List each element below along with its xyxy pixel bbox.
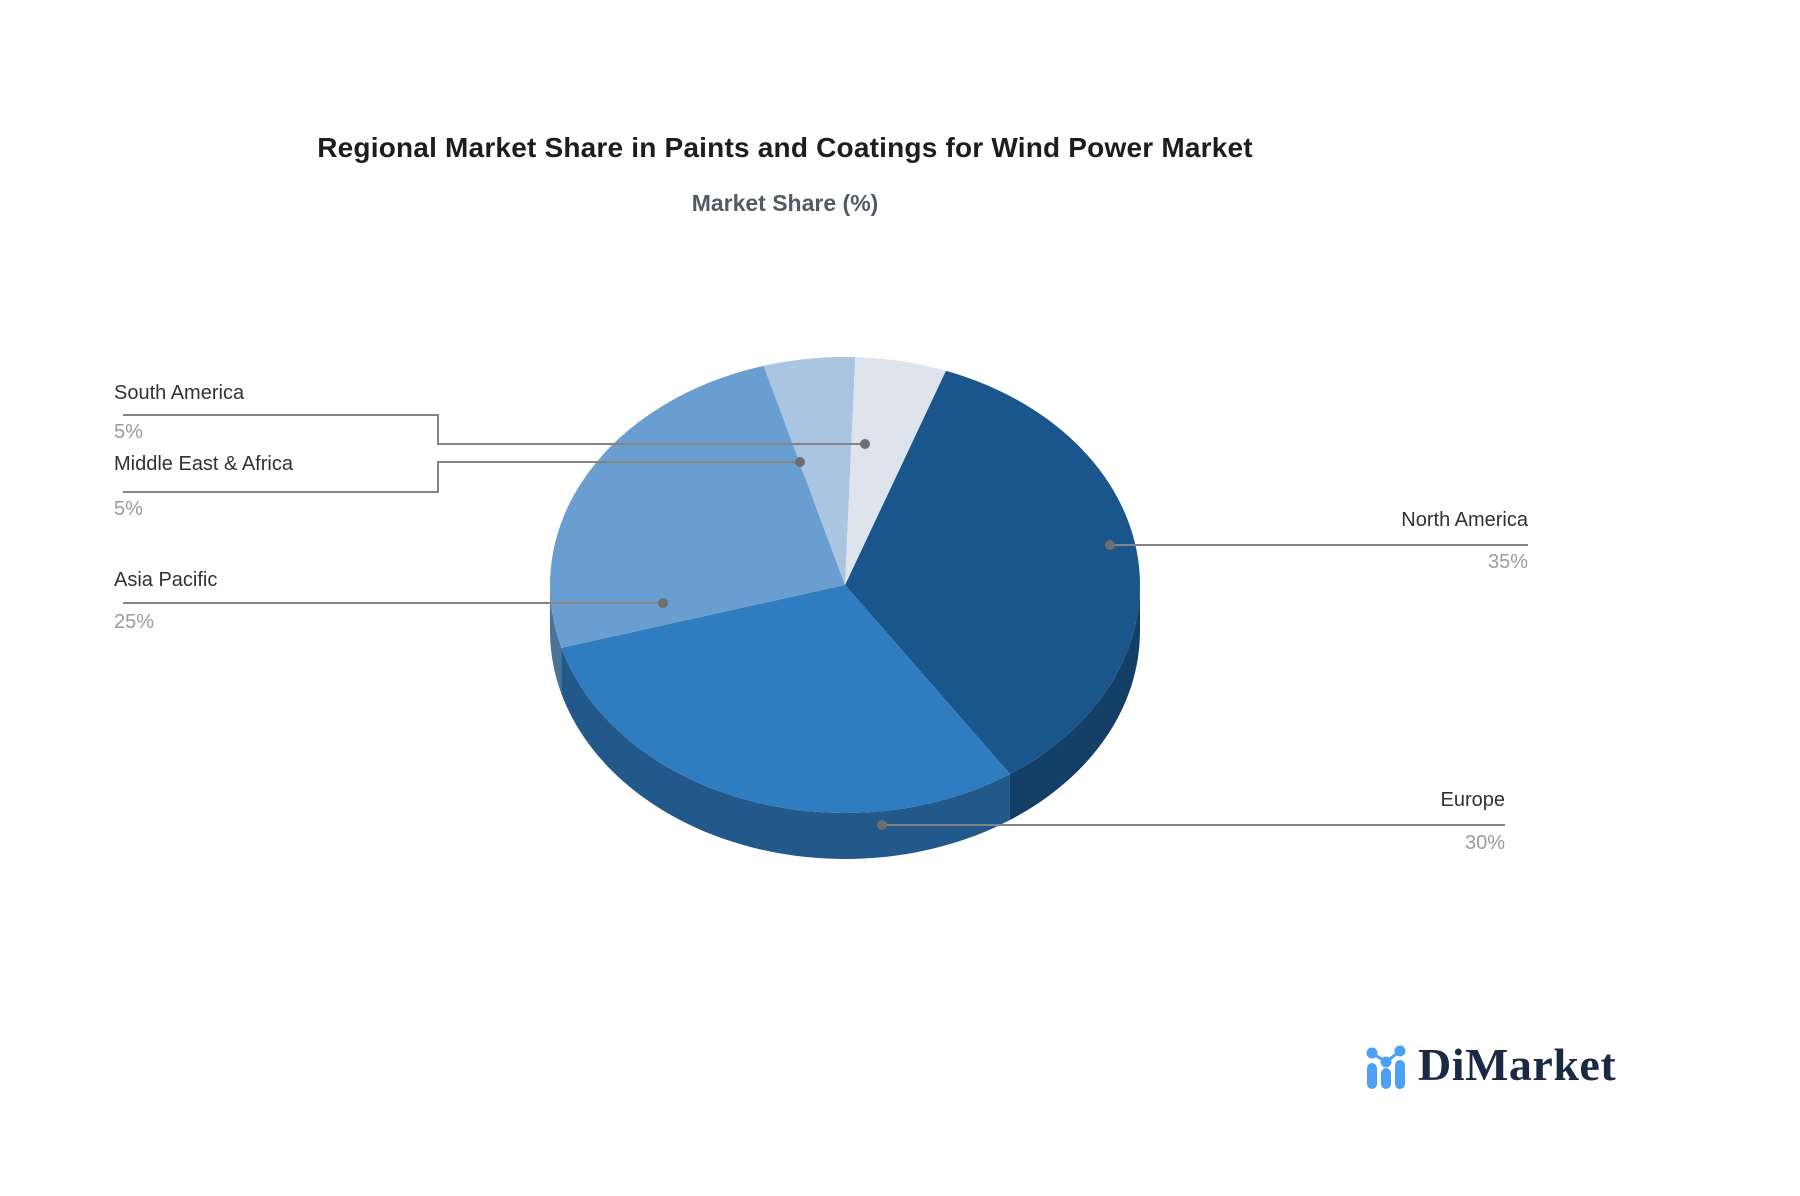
pie-slice-side-north-america <box>1009 585 1140 821</box>
slice-label-value: 30% <box>1464 832 1505 854</box>
dimarket-logo: DiMarket <box>1362 1036 1642 1100</box>
page-title: Regional Market Share in Paints and Coat… <box>317 132 1253 163</box>
slice-label-name: Middle East & Africa <box>114 453 293 475</box>
slice-label-middle-east-africa: Middle East & Africa <box>114 453 293 476</box>
slice-label-value: 35% <box>1487 551 1528 573</box>
pie-slice-south-america[interactable] <box>845 357 946 585</box>
pie-slice-asia-pacific[interactable] <box>550 365 845 648</box>
connector-dot-asia-pacific <box>658 598 668 608</box>
slice-label-name: South America <box>114 382 245 404</box>
slice-label-south-america: South America <box>114 382 244 405</box>
slice-label-name: Asia Pacific <box>114 569 218 591</box>
pie-slice-side-asia-pacific <box>550 585 562 694</box>
connector-line-south-america <box>123 414 865 445</box>
slice-value-europe: 30% <box>1465 832 1505 855</box>
slice-value-south-america: 5% <box>114 421 143 444</box>
connector-line-middle-east-africa <box>123 461 800 493</box>
connector-dot-north-america <box>1105 540 1115 550</box>
pie-slice-north-america[interactable] <box>845 370 1141 775</box>
bar-line-chart-logo-icon <box>1366 1045 1406 1089</box>
slice-label-name: Europe <box>1440 789 1506 811</box>
brand-name: DiMarket <box>1418 1039 1617 1090</box>
slice-label-asia-pacific: Asia Pacific <box>114 569 217 592</box>
slice-value-middle-east-africa: 5% <box>114 498 143 521</box>
pie-slice-europe[interactable] <box>561 585 1010 813</box>
slice-label-europe: Europe <box>1441 789 1506 812</box>
connector-dot-middle-east-africa <box>795 457 805 467</box>
page-subtitle: Market Share (%) <box>691 190 879 216</box>
connector-dot-south-america <box>860 439 870 449</box>
slice-label-north-america: North America <box>1401 509 1528 532</box>
pie-slice-middle-east-africa[interactable] <box>763 357 856 585</box>
slice-label-value: 25% <box>114 611 155 633</box>
pie-slice-side-europe <box>561 647 1010 860</box>
slice-label-name: North America <box>1401 509 1528 531</box>
slice-label-value: 5% <box>114 421 143 443</box>
slice-value-asia-pacific: 25% <box>114 611 154 634</box>
slice-label-value: 5% <box>114 498 143 520</box>
connector-dot-europe <box>877 820 887 830</box>
slice-value-north-america: 35% <box>1488 551 1528 574</box>
